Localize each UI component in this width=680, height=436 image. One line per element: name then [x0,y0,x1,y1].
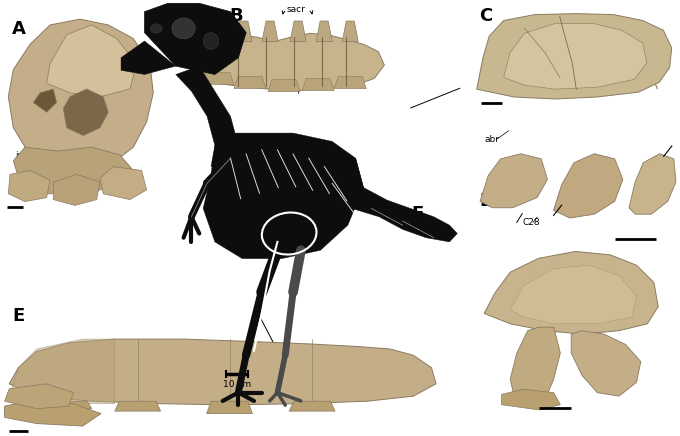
Polygon shape [510,327,560,405]
Text: jug: jug [15,151,29,160]
Polygon shape [63,89,108,136]
Text: F: F [411,205,424,223]
Polygon shape [33,89,56,112]
Polygon shape [203,133,364,259]
Text: p1: p1 [586,193,598,201]
Ellipse shape [172,18,195,39]
Polygon shape [510,265,636,324]
Polygon shape [121,41,175,75]
Polygon shape [268,79,300,92]
Polygon shape [504,24,647,89]
Polygon shape [302,78,334,91]
Polygon shape [477,14,672,99]
Text: lacr: lacr [12,122,29,131]
Polygon shape [115,401,160,411]
Polygon shape [53,174,100,205]
Polygon shape [290,21,306,41]
Polygon shape [8,19,153,174]
Polygon shape [5,384,73,409]
Polygon shape [335,76,367,89]
Text: abr: abr [484,135,499,144]
Polygon shape [216,21,232,41]
Polygon shape [340,158,458,242]
Text: C28: C28 [522,218,540,227]
Polygon shape [554,154,623,218]
Text: qj: qj [110,150,118,159]
Text: frnt: frnt [80,66,97,75]
Polygon shape [14,147,133,194]
Text: B: B [230,7,243,24]
Polygon shape [5,401,101,426]
Text: sacr: sacr [286,5,305,14]
Polygon shape [207,401,252,414]
Polygon shape [10,339,436,405]
Polygon shape [262,21,278,41]
Polygon shape [342,21,358,41]
Text: sur: sur [56,167,70,175]
Text: A: A [12,20,26,37]
Text: C: C [479,7,492,24]
Polygon shape [289,401,335,411]
Polygon shape [100,167,147,200]
Polygon shape [316,21,333,41]
Polygon shape [234,76,266,89]
Polygon shape [571,330,641,396]
Ellipse shape [150,24,162,33]
Text: nas: nas [15,72,31,81]
Polygon shape [202,72,234,85]
Polygon shape [198,33,384,91]
Polygon shape [8,170,50,201]
Text: par: par [101,81,116,89]
Polygon shape [480,154,547,208]
Text: D: D [479,192,494,210]
Text: E: E [12,307,24,325]
Polygon shape [502,389,560,410]
Text: 10 cm: 10 cm [223,380,251,389]
Polygon shape [46,401,92,409]
Polygon shape [144,3,246,75]
Polygon shape [47,25,137,97]
Ellipse shape [203,33,219,49]
Polygon shape [10,339,115,404]
Polygon shape [484,252,658,334]
Text: post: post [105,97,125,106]
Polygon shape [175,66,238,167]
Polygon shape [236,21,252,41]
Polygon shape [629,154,676,214]
